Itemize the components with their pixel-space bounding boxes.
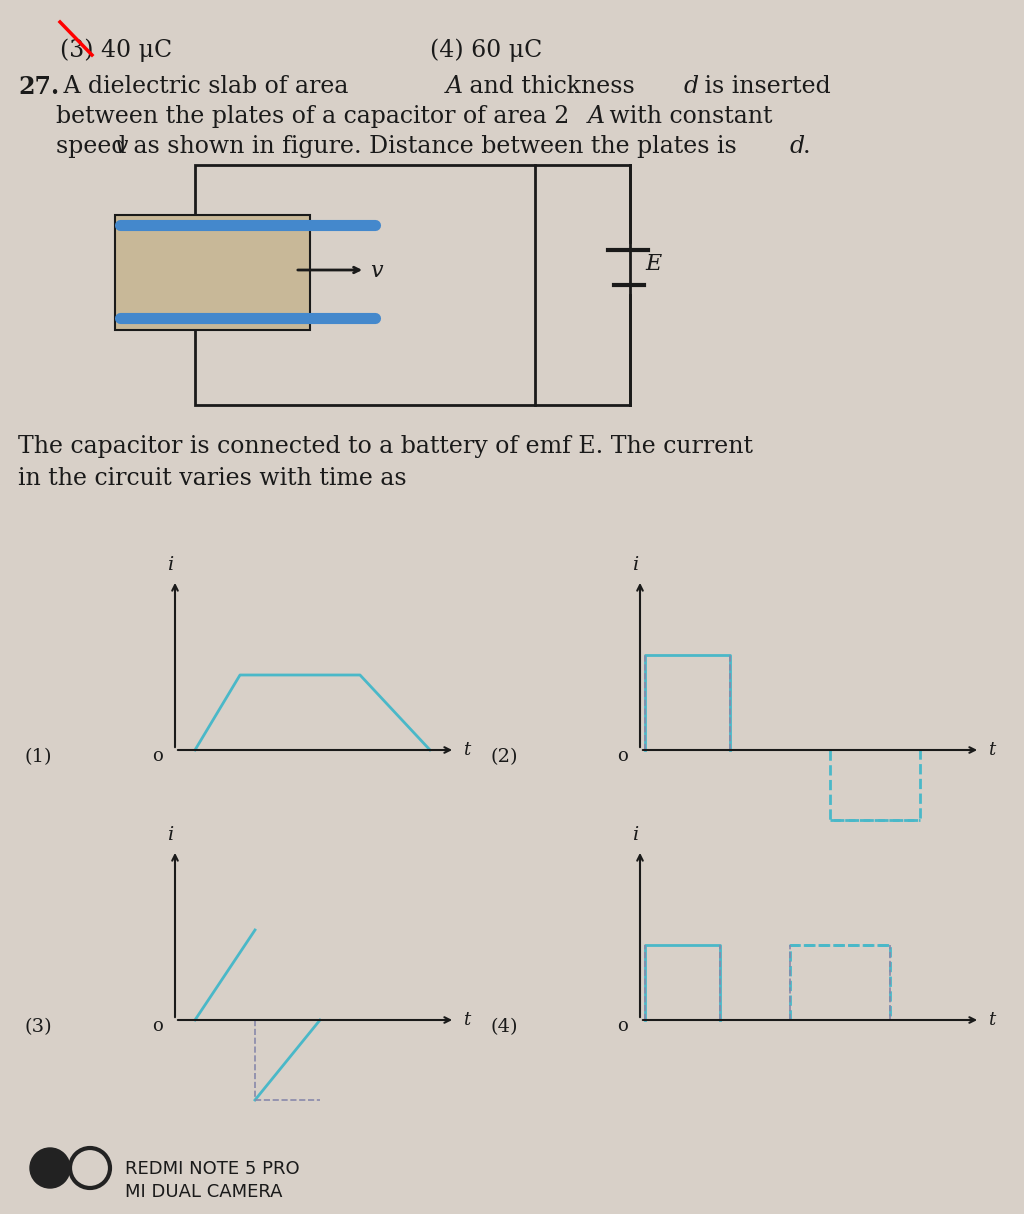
Text: d: d	[684, 75, 699, 98]
Text: MI DUAL CAMERA: MI DUAL CAMERA	[125, 1182, 283, 1201]
Text: i: i	[632, 826, 638, 844]
Text: as shown in figure. Distance between the plates is: as shown in figure. Distance between the…	[126, 135, 744, 158]
Text: t: t	[988, 741, 995, 759]
Text: o: o	[617, 747, 628, 765]
Text: i: i	[167, 556, 173, 574]
Text: (4) 60 μC: (4) 60 μC	[430, 38, 543, 62]
Text: v: v	[114, 135, 127, 158]
Text: d: d	[790, 135, 805, 158]
Text: v: v	[370, 260, 383, 282]
Text: t: t	[463, 1011, 470, 1029]
Bar	[115, 215, 310, 330]
Text: with constant: with constant	[602, 104, 772, 127]
Text: (4): (4)	[490, 1019, 517, 1036]
Circle shape	[30, 1148, 70, 1189]
Text: speed: speed	[56, 135, 134, 158]
Text: t: t	[988, 1011, 995, 1029]
Text: A: A	[446, 75, 463, 98]
Text: i: i	[632, 556, 638, 574]
Text: .: .	[803, 135, 811, 158]
Text: is inserted: is inserted	[697, 75, 830, 98]
Text: (1): (1)	[25, 748, 52, 766]
Text: (2): (2)	[490, 748, 517, 766]
Text: in the circuit varies with time as: in the circuit varies with time as	[18, 467, 407, 490]
Text: i: i	[167, 826, 173, 844]
Text: t: t	[463, 741, 470, 759]
Text: 27.: 27.	[18, 75, 59, 100]
Text: o: o	[617, 1017, 628, 1036]
Text: The capacitor is connected to a battery of emf E. The current: The capacitor is connected to a battery …	[18, 435, 753, 458]
Text: A dielectric slab of area: A dielectric slab of area	[56, 75, 356, 98]
Text: E: E	[645, 253, 662, 276]
Text: A: A	[588, 104, 605, 127]
Text: (3) 40 μC: (3) 40 μC	[60, 38, 172, 62]
Text: between the plates of a capacitor of area 2: between the plates of a capacitor of are…	[56, 104, 569, 127]
Bar	[195, 165, 535, 405]
Text: (3): (3)	[25, 1019, 52, 1036]
Text: o: o	[153, 1017, 163, 1036]
Text: o: o	[153, 747, 163, 765]
Text: and thickness: and thickness	[462, 75, 642, 98]
Text: REDMI NOTE 5 PRO: REDMI NOTE 5 PRO	[125, 1161, 300, 1178]
